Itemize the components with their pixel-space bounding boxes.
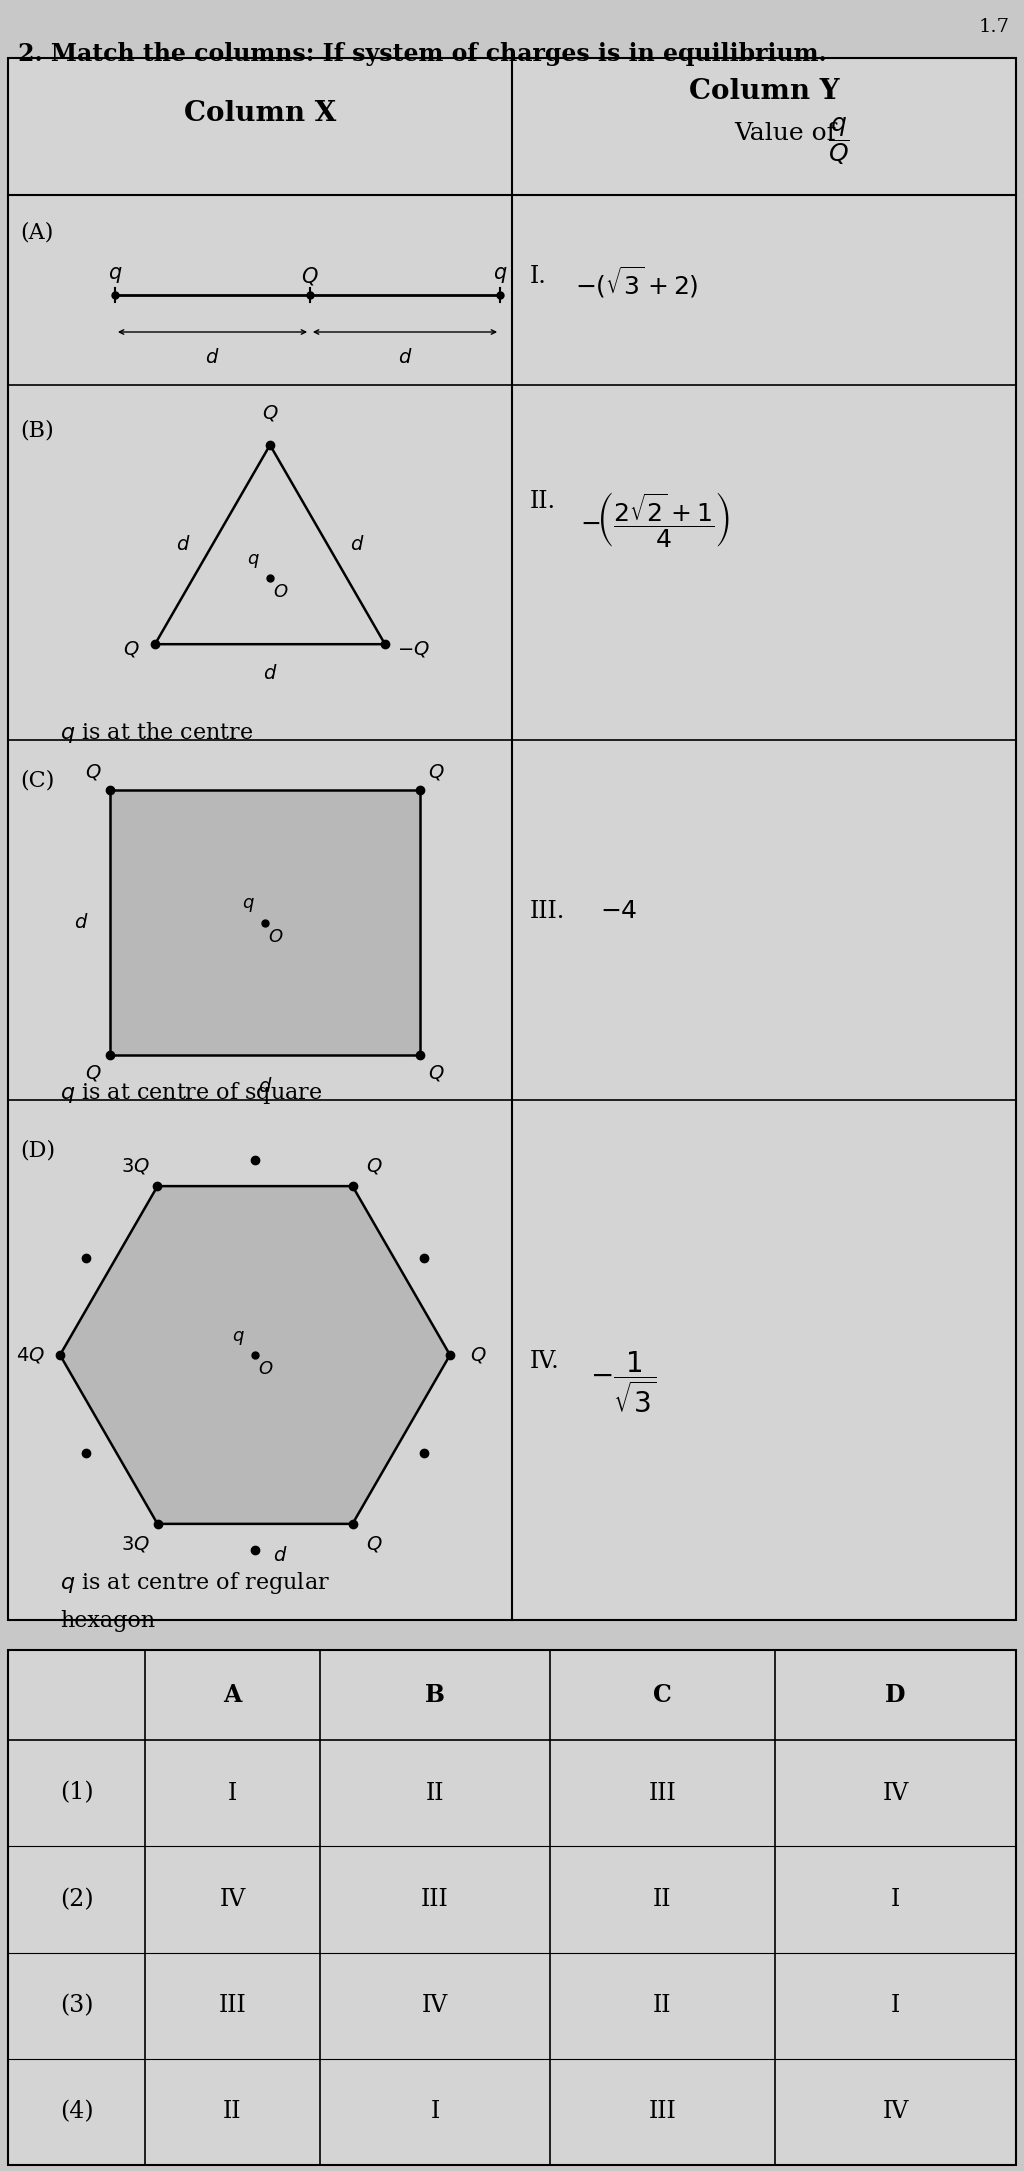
Polygon shape <box>60 1185 450 1524</box>
Text: $O$: $O$ <box>258 1359 273 1379</box>
Text: $d$: $d$ <box>263 664 278 684</box>
Text: $Q$: $Q$ <box>301 265 318 287</box>
Text: $d$: $d$ <box>258 1077 272 1096</box>
Text: $-\dfrac{1}{\sqrt{3}}$: $-\dfrac{1}{\sqrt{3}}$ <box>590 1350 656 1415</box>
Text: Column X: Column X <box>184 100 336 126</box>
Text: $O$: $O$ <box>268 927 284 947</box>
Text: Column Y: Column Y <box>689 78 840 104</box>
Text: $Q$: $Q$ <box>470 1346 486 1366</box>
Text: III: III <box>219 1995 247 2017</box>
Text: I: I <box>891 1995 900 2017</box>
Text: $q$: $q$ <box>232 1329 245 1346</box>
Text: $-\!\left(\dfrac{2\sqrt{2}+1}{4}\right)$: $-\!\left(\dfrac{2\sqrt{2}+1}{4}\right)$ <box>580 491 730 549</box>
Bar <box>8 1650 1016 2164</box>
Text: $-Q$: $-Q$ <box>397 638 430 660</box>
Text: (4): (4) <box>59 2099 93 2123</box>
Text: 1.7: 1.7 <box>979 17 1010 37</box>
Text: $4Q$: $4Q$ <box>15 1346 44 1366</box>
Text: $Q$: $Q$ <box>85 762 102 782</box>
Text: A: A <box>223 1683 242 1706</box>
Text: IV.: IV. <box>530 1350 560 1372</box>
Text: $d$: $d$ <box>349 534 364 554</box>
Text: III.: III. <box>530 901 565 923</box>
Text: I: I <box>228 1782 238 1804</box>
Text: $Q$: $Q$ <box>85 1064 102 1083</box>
Text: $Q$: $Q$ <box>262 404 279 423</box>
Text: I.: I. <box>530 265 547 289</box>
Text: $O$: $O$ <box>273 582 289 601</box>
Text: III: III <box>421 1889 449 1910</box>
Text: $q$: $q$ <box>493 265 507 284</box>
Text: $d$: $d$ <box>272 1546 288 1565</box>
Text: 2. Match the columns: If system of charges is in equilibrium.: 2. Match the columns: If system of charg… <box>18 41 826 65</box>
Text: $q$ is at centre of square: $q$ is at centre of square <box>60 1079 323 1105</box>
Text: $Q$: $Q$ <box>367 1157 383 1177</box>
Text: Value of: Value of <box>734 122 844 145</box>
Text: D: D <box>886 1683 906 1706</box>
Text: $Q$: $Q$ <box>428 762 444 782</box>
Text: IV: IV <box>883 1782 908 1804</box>
Text: II: II <box>426 1782 444 1804</box>
Text: $q$ is at centre of regular: $q$ is at centre of regular <box>60 1570 330 1596</box>
Text: $d$: $d$ <box>397 347 413 367</box>
Text: I: I <box>891 1889 900 1910</box>
Text: hexagon: hexagon <box>60 1611 155 1633</box>
Text: $d$: $d$ <box>74 914 88 931</box>
Text: (1): (1) <box>59 1782 93 1804</box>
Text: (D): (D) <box>20 1140 55 1161</box>
Text: $q$: $q$ <box>108 265 122 284</box>
Bar <box>110 790 420 1055</box>
Text: (B): (B) <box>20 419 53 443</box>
Text: IV: IV <box>219 1889 246 1910</box>
Text: III: III <box>648 2099 677 2123</box>
Text: $-4$: $-4$ <box>600 901 638 923</box>
Text: $Q$: $Q$ <box>428 1064 444 1083</box>
Text: B: B <box>425 1683 445 1706</box>
Text: (A): (A) <box>20 221 53 243</box>
Text: IV: IV <box>422 1995 449 2017</box>
Text: II.: II. <box>530 491 556 512</box>
Text: C: C <box>653 1683 672 1706</box>
Text: (3): (3) <box>59 1995 93 2017</box>
Polygon shape <box>86 1159 424 1550</box>
Text: (2): (2) <box>59 1889 93 1910</box>
Bar <box>8 59 1016 1620</box>
Text: $d$: $d$ <box>176 534 190 554</box>
Text: II: II <box>223 2099 242 2123</box>
Text: $3Q$: $3Q$ <box>121 1157 150 1177</box>
Text: $q$: $q$ <box>243 897 255 914</box>
Text: $Q$: $Q$ <box>367 1535 383 1554</box>
Text: $q$ is at the centre: $q$ is at the centre <box>60 721 253 745</box>
Text: $\dfrac{q}{Q}$: $\dfrac{q}{Q}$ <box>828 115 850 167</box>
Text: I: I <box>430 2099 439 2123</box>
Text: II: II <box>653 1995 672 2017</box>
Text: $-(\sqrt{3}+2)$: $-(\sqrt{3}+2)$ <box>575 265 698 300</box>
Text: III: III <box>648 1782 677 1804</box>
Text: $Q$: $Q$ <box>124 638 140 660</box>
Text: $d$: $d$ <box>205 347 220 367</box>
Text: (C): (C) <box>20 771 54 792</box>
Text: IV: IV <box>883 2099 908 2123</box>
Text: $3Q$: $3Q$ <box>121 1535 150 1554</box>
Text: II: II <box>653 1889 672 1910</box>
Text: $q$: $q$ <box>247 551 260 569</box>
